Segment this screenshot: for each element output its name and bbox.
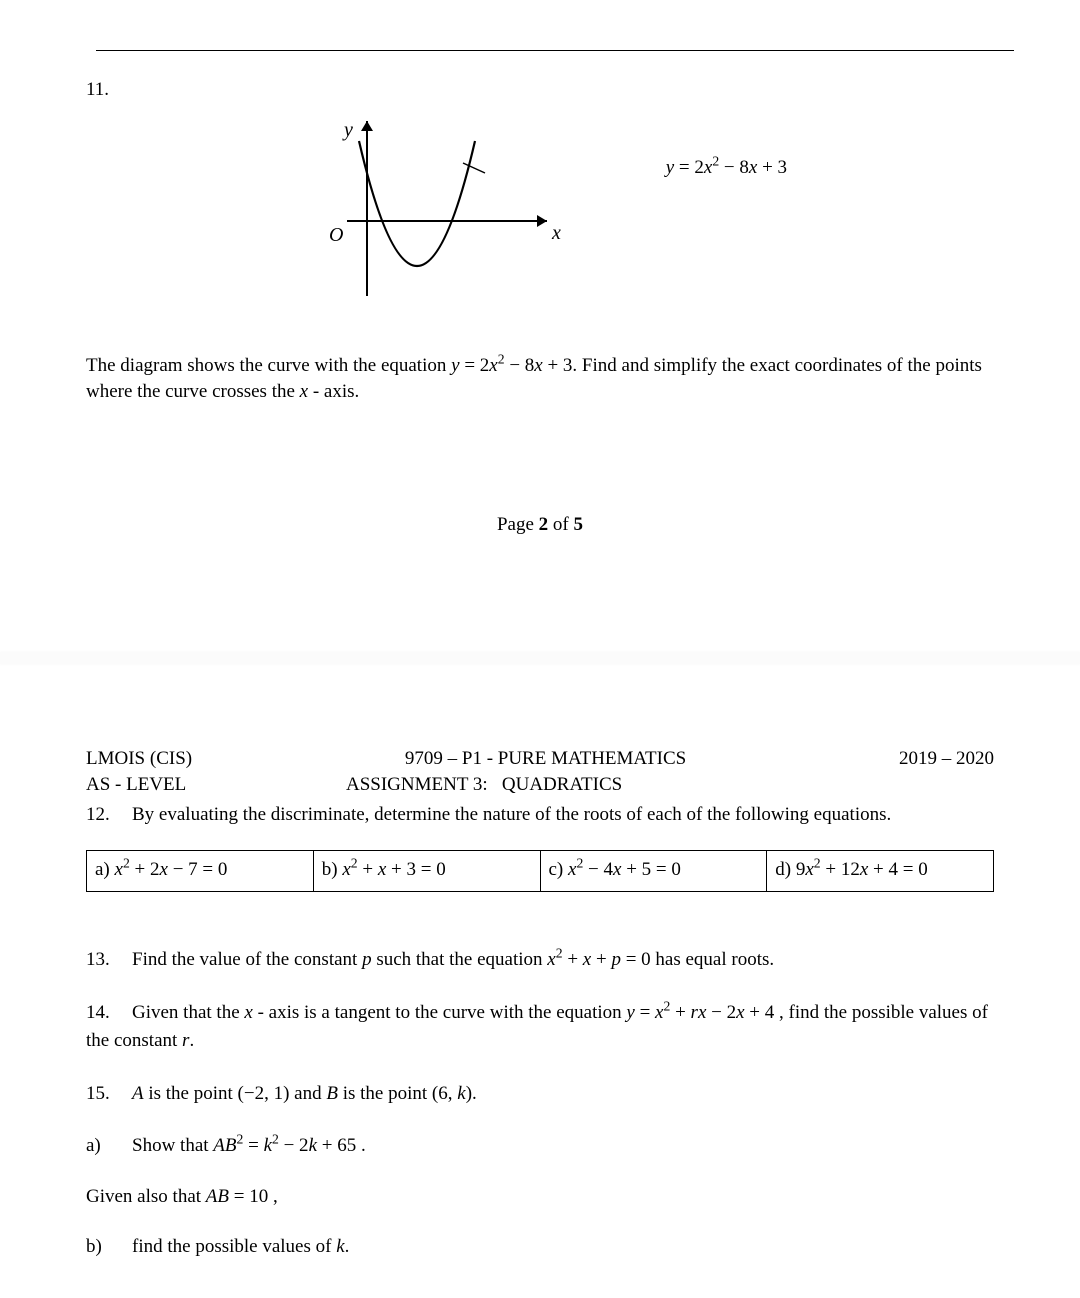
q14: 14.Given that the x - axis is a tangent … [86, 999, 994, 1056]
q15-intro-text: A is the point (−2, 1) and B is the poin… [132, 1083, 477, 1104]
q15-b: b)find the possible values of k. [86, 1233, 994, 1262]
q13: 13.Find the value of the constant p such… [86, 946, 994, 975]
header-left-2: AS - LEVEL [86, 772, 226, 798]
q15-a-text: Show that AB2 = k2 − 2k + 65 . [132, 1135, 366, 1156]
page-1: 11. y x O y = 2x2 − 8x + 3 The diagram s… [0, 0, 1080, 576]
header-right-1: 2019 – 2020 [899, 746, 994, 772]
q15-given: Given also that AB = 10 , [86, 1183, 994, 1212]
q15-a: a)Show that AB2 = k2 − 2k + 65 . [86, 1132, 994, 1161]
header-row-1: LMOIS (CIS) 9709 – P1 - PURE MATHEMATICS… [86, 746, 994, 772]
page-2: LMOIS (CIS) 9709 – P1 - PURE MATHEMATICS… [0, 746, 1080, 1297]
page-number: Page 2 of 5 [86, 514, 994, 536]
q13-number: 13. [86, 946, 132, 975]
header-left-1: LMOIS (CIS) [86, 746, 192, 772]
q12-number: 12. [86, 802, 132, 829]
y-axis-label: y [342, 119, 353, 141]
header-center-2: ASSIGNMENT 3: QUADRATICS [226, 772, 884, 798]
q15-b-label: b) [86, 1233, 132, 1262]
q11-number: 11. [86, 79, 994, 101]
header-center-1: 9709 – P1 - PURE MATHEMATICS [192, 746, 899, 772]
q12-opt-c: c) x2 − 4x + 5 = 0 [540, 851, 767, 892]
q12: 12.By evaluating the discriminate, deter… [86, 802, 994, 829]
q12-text: By evaluating the discriminate, determin… [132, 804, 891, 825]
parabola-graph-svg: y x O [287, 111, 667, 311]
origin-label: O [329, 224, 343, 246]
q15-a-label: a) [86, 1132, 132, 1161]
q13-text: Find the value of the constant p such th… [132, 949, 774, 970]
curve-equation: y = 2x2 − 8x + 3 [666, 157, 787, 178]
q12-opt-a: a) x2 + 2x − 7 = 0 [87, 851, 314, 892]
header-row-2: AS - LEVEL ASSIGNMENT 3: QUADRATICS [86, 772, 994, 798]
x-axis-label: x [551, 222, 561, 244]
q12-opt-d: d) 9x2 + 12x + 4 = 0 [767, 851, 994, 892]
q11-text: The diagram shows the curve with the equ… [86, 353, 994, 404]
q15-number: 15. [86, 1080, 132, 1109]
q12-options-table: a) x2 + 2x − 7 = 0 b) x2 + x + 3 = 0 c) … [86, 850, 994, 892]
q15-intro: 15.A is the point (−2, 1) and B is the p… [86, 1080, 994, 1109]
table-row: a) x2 + 2x − 7 = 0 b) x2 + x + 3 = 0 c) … [87, 851, 994, 892]
q14-number: 14. [86, 999, 132, 1028]
q12-opt-b: b) x2 + x + 3 = 0 [313, 851, 540, 892]
q15-b-text: find the possible values of k. [132, 1236, 349, 1257]
q14-text: Given that the x - axis is a tangent to … [86, 1002, 988, 1052]
q11-graph: y x O y = 2x2 − 8x + 3 [86, 111, 994, 317]
page-break-gap [0, 576, 1080, 746]
top-rule [96, 50, 1014, 51]
